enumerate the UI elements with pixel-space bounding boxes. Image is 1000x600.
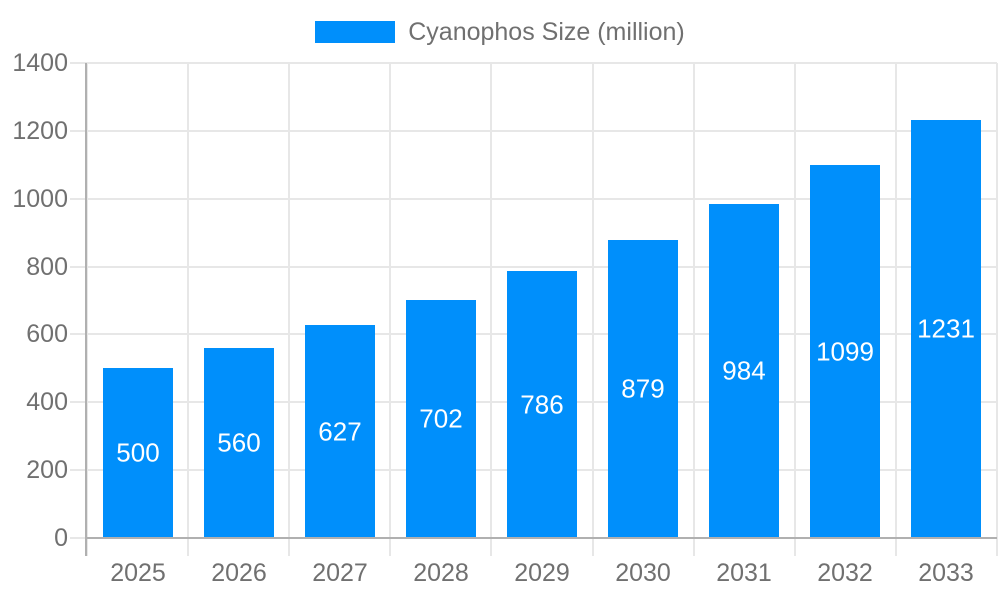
x-tick-label: 2031 — [716, 559, 772, 587]
bar[interactable] — [608, 240, 678, 538]
bar-value-label: 560 — [217, 427, 261, 458]
y-tick-label: 400 — [26, 388, 68, 416]
x-tick-label: 2033 — [918, 559, 974, 587]
bar[interactable] — [709, 204, 779, 538]
bar-value-label: 984 — [722, 355, 766, 386]
y-tick-label: 1000 — [12, 185, 68, 213]
x-tick-label: 2032 — [817, 559, 873, 587]
x-gridline — [996, 63, 998, 556]
y-gridline — [70, 198, 997, 200]
x-gridline — [187, 63, 189, 556]
x-gridline — [592, 63, 594, 556]
y-tick-label: 1400 — [12, 49, 68, 77]
legend-swatch — [315, 21, 396, 43]
bar-value-label: 1231 — [917, 313, 975, 344]
bar-value-label: 1099 — [816, 336, 874, 367]
y-axis-line — [85, 63, 87, 556]
y-tick-label: 600 — [26, 320, 68, 348]
bar[interactable] — [810, 165, 880, 538]
x-axis-line — [85, 537, 997, 539]
bar[interactable] — [507, 271, 577, 538]
bar-value-label: 702 — [419, 403, 463, 434]
y-gridline — [70, 130, 997, 132]
bar-value-label: 879 — [621, 373, 665, 404]
bar[interactable] — [406, 300, 476, 538]
legend-label: Cyanophos Size (million) — [408, 17, 685, 46]
x-gridline — [693, 63, 695, 556]
x-tick-label: 2026 — [211, 559, 267, 587]
bar[interactable] — [103, 368, 173, 538]
bar-value-label: 627 — [318, 416, 362, 447]
y-tick-label: 800 — [26, 253, 68, 281]
x-tick-label: 2027 — [312, 559, 368, 587]
x-gridline — [86, 63, 88, 556]
y-gridline — [70, 62, 997, 64]
x-gridline — [288, 63, 290, 556]
y-tick-label: 0 — [54, 524, 68, 552]
x-gridline — [794, 63, 796, 556]
x-tick-label: 2030 — [615, 559, 671, 587]
bar[interactable] — [204, 348, 274, 538]
x-gridline — [895, 63, 897, 556]
y-tick-label: 200 — [26, 456, 68, 484]
x-tick-label: 2025 — [110, 559, 166, 587]
bar-value-label: 500 — [116, 437, 160, 468]
bar[interactable] — [911, 120, 981, 538]
x-tick-label: 2029 — [514, 559, 570, 587]
bar[interactable] — [305, 325, 375, 538]
x-tick-label: 2028 — [413, 559, 469, 587]
legend-item[interactable]: Cyanophos Size (million) — [0, 17, 1000, 46]
x-gridline — [490, 63, 492, 556]
y-tick-label: 1200 — [12, 117, 68, 145]
x-gridline — [389, 63, 391, 556]
bar-value-label: 786 — [520, 389, 564, 420]
y-gridline — [70, 266, 997, 268]
